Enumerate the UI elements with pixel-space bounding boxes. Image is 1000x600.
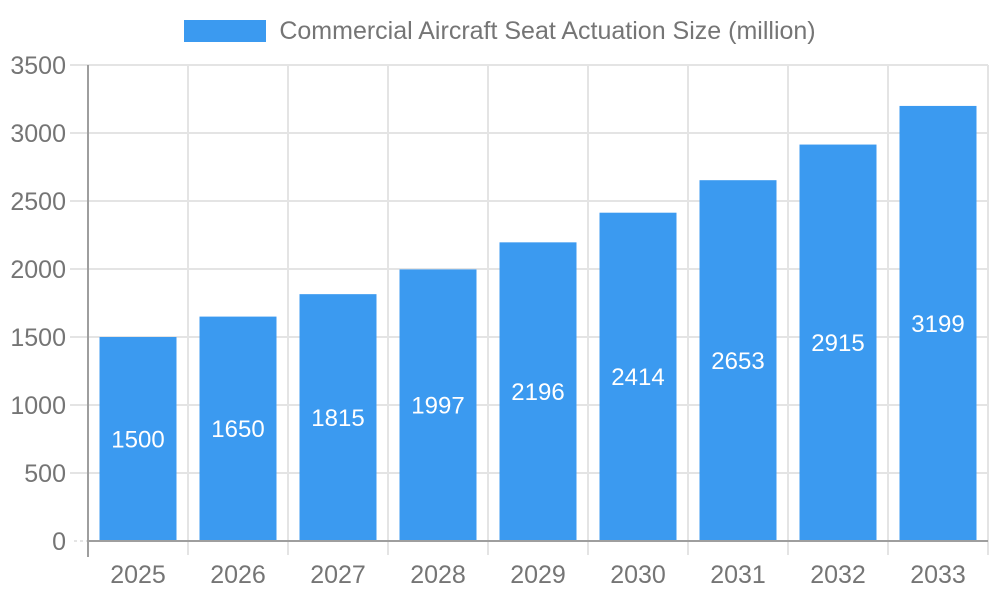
bar-value-label: 2196: [511, 379, 564, 406]
x-tick-label: 2025: [110, 561, 166, 589]
bar-2031: [699, 180, 777, 541]
y-tick-label: 2500: [10, 188, 66, 216]
bar-2029: [499, 242, 577, 541]
bar-2026: [199, 316, 277, 541]
y-tick-label: 1500: [10, 324, 66, 352]
x-tick-label: 2026: [210, 561, 266, 589]
y-tick-label: 3000: [10, 120, 66, 148]
bar-value-label: 2414: [611, 364, 664, 391]
bar-value-label: 2653: [711, 348, 764, 375]
y-tick-label: 2000: [10, 256, 66, 284]
x-tick-label: 2027: [310, 561, 366, 589]
bar-value-label: 1815: [311, 405, 364, 432]
x-tick-label: 2028: [410, 561, 466, 589]
bar-2027: [299, 294, 377, 541]
bar-2032: [799, 144, 877, 541]
bar-value-label: 3199: [911, 311, 964, 338]
bar-value-label: 1650: [211, 416, 264, 443]
x-tick-label: 2030: [610, 561, 666, 589]
bar-value-label: 1997: [411, 393, 464, 420]
x-tick-label: 2029: [510, 561, 566, 589]
bar-2033: [899, 105, 977, 541]
x-tick-label: 2031: [710, 561, 766, 589]
x-tick-label: 2032: [810, 561, 866, 589]
bar-2025: [99, 337, 177, 541]
x-tick-label: 2033: [910, 561, 966, 589]
bar-2028: [399, 269, 477, 541]
y-tick-label: 1000: [10, 392, 66, 420]
y-tick-label: 0: [52, 528, 66, 556]
y-tick-label: 3500: [10, 52, 66, 80]
bar-value-label: 2915: [811, 330, 864, 357]
bar-2030: [599, 212, 677, 542]
y-tick-label: 500: [24, 460, 66, 488]
bar-value-label: 1500: [111, 426, 164, 453]
